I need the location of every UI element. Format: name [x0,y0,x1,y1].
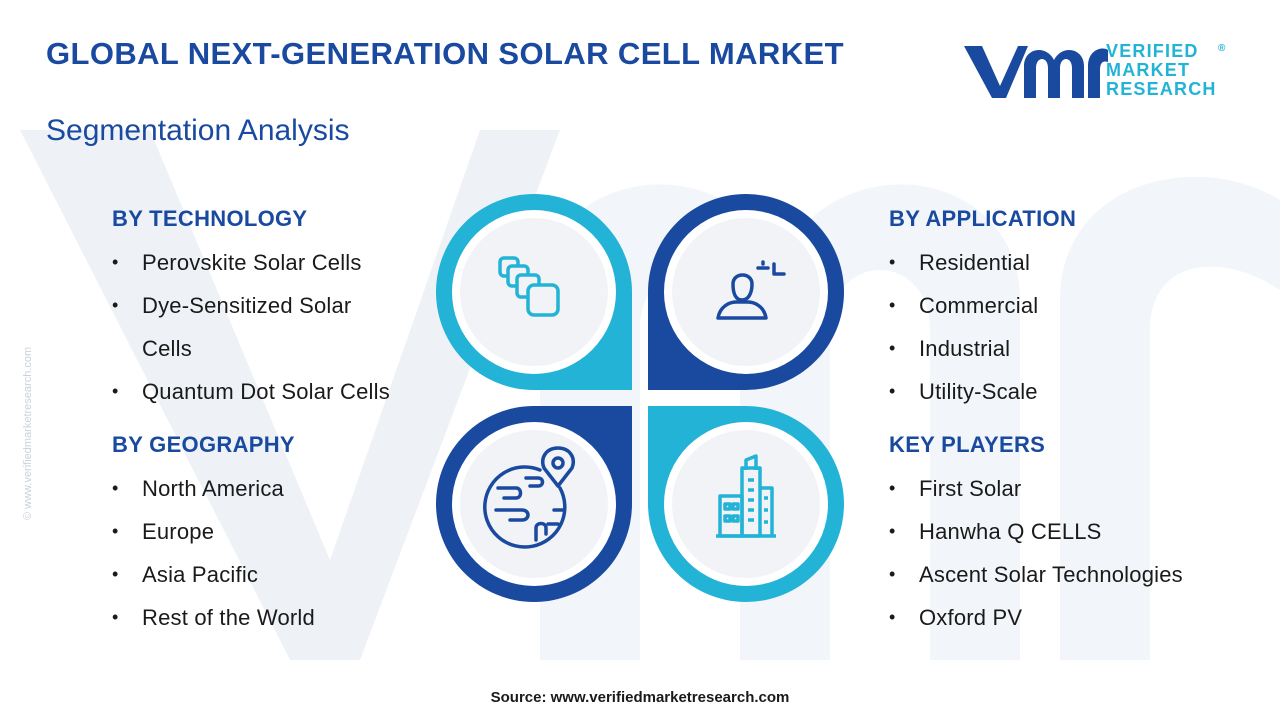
segment-technology: BY TECHNOLOGY Perovskite Solar Cells Dye… [112,206,390,413]
list-item: Commercial [889,284,1076,327]
globe-location-icon [483,446,575,549]
list-item: Rest of the World [112,596,315,639]
list-item: Quantum Dot Solar Cells [112,370,390,413]
petal-application [648,194,844,390]
segment-petals-graphic [436,194,844,602]
logo-wordmark: VERIFIED MARKET RESEARCH ® [1106,41,1225,99]
list-item: Utility-Scale [889,370,1076,413]
city-buildings-icon [716,454,776,538]
vmr-logo-icon [964,46,1108,98]
registered-mark: ® [1218,43,1227,54]
segment-heading: BY APPLICATION [889,206,1077,231]
list-item: Asia Pacific [112,553,315,596]
list-item-continuation: Cells [142,336,192,361]
segment-application: BY APPLICATION Residential Commercial In… [889,206,1076,413]
segment-key-players: KEY PLAYERS First Solar Hanwha Q CELLS A… [889,432,1183,639]
list-item: Europe [112,510,315,553]
logo-line-1: VERIFIED [1106,41,1199,61]
layered-squares-icon [498,256,560,317]
user-profile-icon [716,260,786,320]
list-item: First Solar [889,467,1183,510]
list-item: Perovskite Solar Cells [112,241,390,284]
page-subtitle: Segmentation Analysis [46,114,350,147]
list-item: Industrial [889,327,1076,370]
list-item: Hanwha Q CELLS [889,510,1183,553]
list-item: Residential [889,241,1076,284]
petal-key-players [648,406,844,602]
segment-heading: KEY PLAYERS [889,432,1046,457]
logo-line-3: RESEARCH [1106,79,1217,99]
segment-geography: BY GEOGRAPHY North America Europe Asia P… [112,432,315,639]
list-item: North America [112,467,315,510]
list-item: Ascent Solar Technologies [889,553,1183,596]
source-caption: Source: www.verifiedmarketresearch.com [490,689,790,706]
segment-heading: BY TECHNOLOGY [112,206,308,231]
segment-heading: BY GEOGRAPHY [112,432,295,457]
petal-geography [436,406,632,602]
side-url: © www.verifiedmarketresearch.com [22,346,34,520]
page-title: GLOBAL NEXT-GENERATION SOLAR CELL MARKET [46,36,844,71]
list-item: Oxford PV [889,596,1183,639]
logo-line-2: MARKET [1106,60,1191,80]
list-item: Dye-Sensitized Solar [112,284,390,327]
